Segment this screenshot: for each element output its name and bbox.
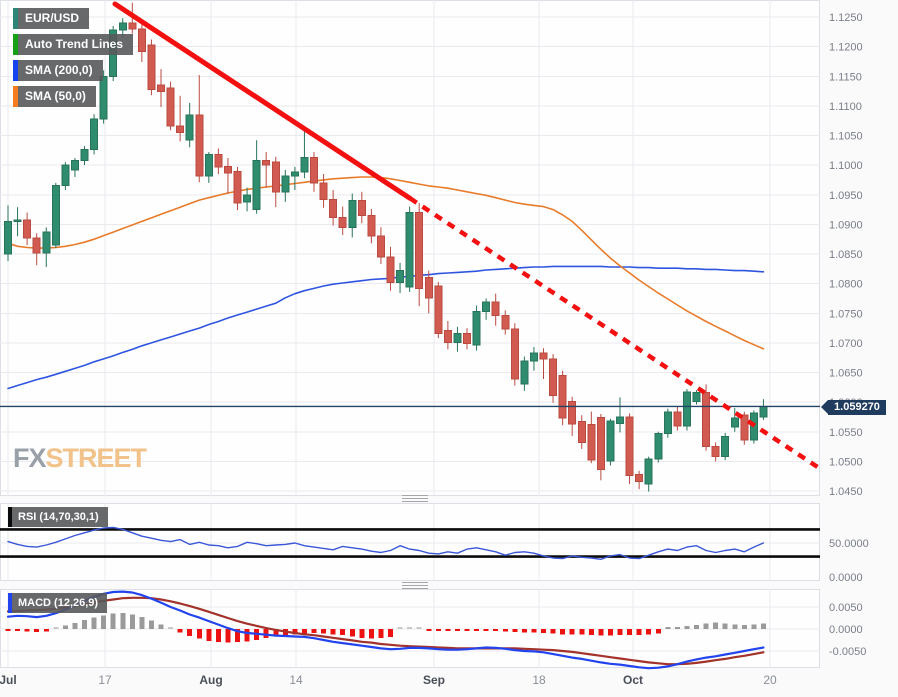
sma-200-line: [7, 265, 765, 390]
rsi-bands: [0, 528, 820, 558]
panel-resize-handle[interactable]: [402, 495, 428, 502]
legend-label: SMA (200,0): [25, 63, 93, 77]
legend-item-sma200[interactable]: SMA (200,0): [13, 60, 103, 81]
rsi-line: [7, 526, 765, 560]
axis-tick-label: 1.0500: [829, 456, 863, 468]
rsi-indicator-label[interactable]: RSI (14,70,30,1): [8, 507, 108, 527]
symbol-color-swatch: [13, 8, 18, 29]
axis-tick-label: 1.0800: [829, 279, 863, 291]
axis-tick-label: 1.0550: [829, 427, 863, 439]
time-axis-label: 14: [289, 673, 303, 687]
legend-label: Auto Trend Lines: [25, 37, 124, 51]
axis-tick-label: 1.0450: [829, 486, 863, 498]
indicator-label-text: RSI (14,70,30,1): [18, 511, 99, 523]
fxstreet-logo: FXSTREET: [13, 443, 147, 473]
axis-tick-label: 1.0950: [829, 190, 863, 202]
time-axis-label: Aug: [199, 673, 223, 687]
trend-line[interactable]: [112, 1, 820, 470]
indicator-label-text: MACD (12,26,9): [18, 597, 99, 609]
axis-tick-label: -0.0050: [829, 646, 866, 658]
axis-tick-label: 1.1200: [829, 42, 863, 54]
candlestick-series: [4, 2, 768, 492]
axis-tick-label: 1.1000: [829, 160, 863, 172]
legend-item-sma50[interactable]: SMA (50,0): [13, 86, 96, 107]
axis-tick-label: 1.0900: [829, 219, 863, 231]
axis-tick-label: 0.0000: [829, 572, 863, 584]
axis-tick-label: 1.1100: [829, 101, 862, 113]
gridlines: [0, 0, 820, 668]
axis-tick-label: 0.0050: [829, 602, 863, 614]
macd-line: [6, 590, 765, 670]
axis-tick-label: 1.1250: [829, 12, 863, 24]
axis-tick-label: 1.0650: [829, 368, 863, 380]
panel-resize-handle[interactable]: [402, 582, 428, 589]
time-axis-label: 18: [532, 673, 546, 687]
axis-tick-label: 1.0750: [829, 308, 863, 320]
sma-50-line: [7, 176, 765, 350]
price-axis: 1.1250 1.1200 1.1150 1.1100 1.1050 1.1000 1.09…: [829, 12, 869, 658]
axis-tick-label: 1.0850: [829, 249, 863, 261]
legend-label: SMA (50,0): [25, 89, 86, 103]
rsi-color-swatch: [8, 507, 12, 527]
axis-tick-label: 0.0000: [829, 624, 863, 636]
sma50-color-swatch: [13, 86, 18, 107]
time-axis-label: Oct: [622, 673, 644, 687]
macd-indicator-label[interactable]: MACD (12,26,9): [8, 593, 108, 613]
macd-signal-line: [6, 596, 765, 666]
legend-item-auto-trend-lines[interactable]: Auto Trend Lines: [13, 34, 134, 55]
time-axis-label: Sep: [422, 673, 446, 687]
sma200-color-swatch: [13, 60, 18, 81]
axis-tick-label: 1.1050: [829, 131, 863, 143]
axis-tick-label: 1.1150: [829, 71, 862, 83]
time-axis-label: 17: [98, 673, 112, 687]
legend-item-symbol[interactable]: EUR/USD: [13, 8, 90, 29]
axis-tick-label: 1.0700: [829, 338, 863, 350]
time-axis-label: 20: [763, 673, 777, 687]
macd-histogram: [5, 613, 766, 643]
trend-color-swatch: [13, 34, 18, 55]
macd-color-swatch: [8, 593, 12, 613]
legend-label: EUR/USD: [25, 11, 80, 25]
time-axis-label: Jul: [0, 673, 17, 687]
axis-tick-label: 50.0000: [829, 538, 869, 550]
panel-backgrounds: [0, 0, 820, 668]
current-price-tag: 1.059270: [821, 400, 886, 415]
